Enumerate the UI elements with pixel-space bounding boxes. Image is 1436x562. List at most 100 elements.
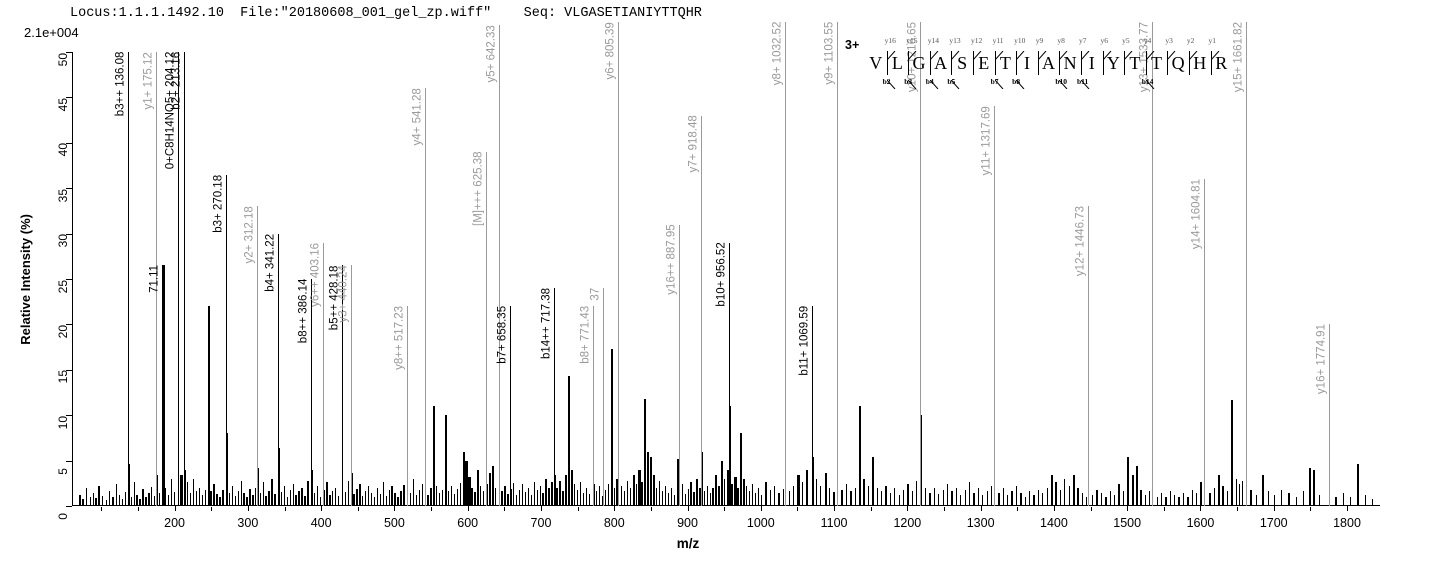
annotation-stem — [323, 242, 325, 506]
x-tick-major — [467, 506, 469, 511]
spectrum-peak — [436, 486, 438, 506]
spectrum-peak — [474, 492, 476, 506]
spectrum-peak — [1209, 493, 1211, 506]
residue-letter: T — [999, 52, 1011, 73]
spectrum-peak — [491, 466, 494, 506]
x-tick-major — [834, 506, 836, 511]
residue-divider — [1167, 51, 1169, 75]
spectrum-peak — [400, 490, 402, 506]
y-ion-tick — [929, 44, 939, 61]
b-ion-tick — [951, 73, 960, 90]
y-ion-tick — [1145, 44, 1155, 61]
spectrum-peak — [841, 489, 843, 506]
spectrum-peak — [1127, 456, 1130, 506]
spectrum-peak — [480, 486, 482, 506]
x-tick-label: 500 — [383, 516, 405, 530]
spectrum-peak — [439, 493, 441, 506]
spectrum-peak — [108, 491, 110, 506]
y-ion-tick — [1058, 44, 1068, 61]
spectrum-peak — [442, 489, 444, 506]
spectrum-peak — [1169, 491, 1171, 506]
residue-divider — [1037, 51, 1039, 75]
spectrum-peak — [681, 484, 683, 506]
annotation-stem — [407, 306, 409, 506]
spectrum-peak — [641, 482, 643, 506]
spectrum-peak — [280, 492, 283, 506]
residue-letter: A — [1042, 52, 1056, 73]
spectrum-peak — [598, 486, 601, 506]
x-tick-major — [1347, 506, 1349, 511]
spectrum-peak — [373, 496, 376, 506]
spectrum-peak — [195, 491, 198, 506]
spectrum-peak — [721, 460, 724, 506]
x-axis-title: m/z — [0, 536, 1436, 551]
spectrum-peak — [249, 488, 251, 506]
y-ion-label: y7 — [1078, 36, 1087, 45]
spectrum-peak — [1226, 491, 1229, 506]
spectrum-peak — [820, 486, 822, 506]
spectrum-peak — [638, 469, 641, 506]
mass-spectrum-plot: 0 5 10 15 20 25 30 35 40 45 50 200 300 400 500 600 700 8… — [56, 22, 1380, 530]
spectrum-peak — [222, 489, 224, 506]
spectrum-peak — [365, 490, 367, 506]
spectrum-peak — [539, 486, 541, 506]
spectrum-peak — [1055, 482, 1057, 506]
spectrum-peak — [724, 478, 726, 506]
spectrum-peak — [1114, 495, 1116, 506]
spectrum-peak — [362, 496, 364, 506]
spectrum-peak — [1002, 487, 1004, 506]
spectrum-peak — [907, 484, 909, 506]
spectrum-peak — [778, 493, 780, 506]
spectrum-peak — [82, 498, 84, 506]
spectrum-peak — [982, 495, 984, 506]
x-tick-minor — [357, 507, 359, 511]
y-ion-label: y5 — [1122, 36, 1130, 45]
y-ion-tick — [1210, 44, 1220, 61]
x-tick-label: 200 — [164, 516, 186, 530]
spectrum-peak — [664, 486, 667, 506]
annotation-stem — [678, 224, 680, 506]
sequence-residue: V — [865, 50, 887, 76]
b-ion-label: b14 — [1141, 77, 1154, 86]
annotation-stem — [127, 52, 129, 506]
annotation-label: b10+ 956.52 — [715, 242, 728, 307]
annotation-stem — [256, 206, 258, 506]
y-tick-label: 25 — [56, 279, 70, 293]
spectrum-peak — [507, 494, 509, 506]
spectrum-peak — [588, 494, 590, 506]
spectrum-peak — [89, 496, 91, 506]
spectrum-peak — [370, 493, 373, 506]
spectrum-peak — [782, 488, 785, 506]
x-tick-minor — [650, 507, 652, 511]
spectrum-peak — [368, 486, 370, 506]
spectrum-peak — [889, 493, 892, 506]
x-tick-major — [614, 506, 616, 511]
x-tick-major — [394, 506, 396, 511]
spectrum-peak — [184, 469, 187, 506]
residue-letter: L — [891, 52, 903, 73]
residue-letter: V — [869, 52, 883, 73]
y-tick-mark — [66, 324, 72, 326]
annotation-label: b11+ 1069.59 — [798, 306, 811, 377]
spectrum-peak — [219, 496, 221, 506]
spectrum-peak — [620, 486, 623, 506]
residue-divider — [994, 51, 996, 75]
annotation-stem — [226, 174, 227, 506]
spectrum-peak — [130, 496, 132, 506]
spectrum-peak — [465, 460, 468, 506]
spectrum-peak — [98, 486, 100, 506]
spectrum-peak — [356, 488, 358, 506]
x-tick-minor — [431, 507, 433, 511]
spectrum-peak — [765, 482, 767, 506]
x-tick-label: 1800 — [1333, 516, 1361, 530]
annotation-label: [M]+++ 625.38 — [472, 151, 485, 227]
residue-letter: R — [1215, 52, 1228, 73]
annotation-label: b7+ 658.35 — [496, 306, 509, 365]
spectrum-peak — [788, 491, 790, 506]
residue-divider — [1124, 51, 1126, 75]
spectrum-peak — [92, 493, 94, 506]
spectrum-peak — [769, 489, 771, 506]
spectrum-peak — [295, 495, 297, 506]
